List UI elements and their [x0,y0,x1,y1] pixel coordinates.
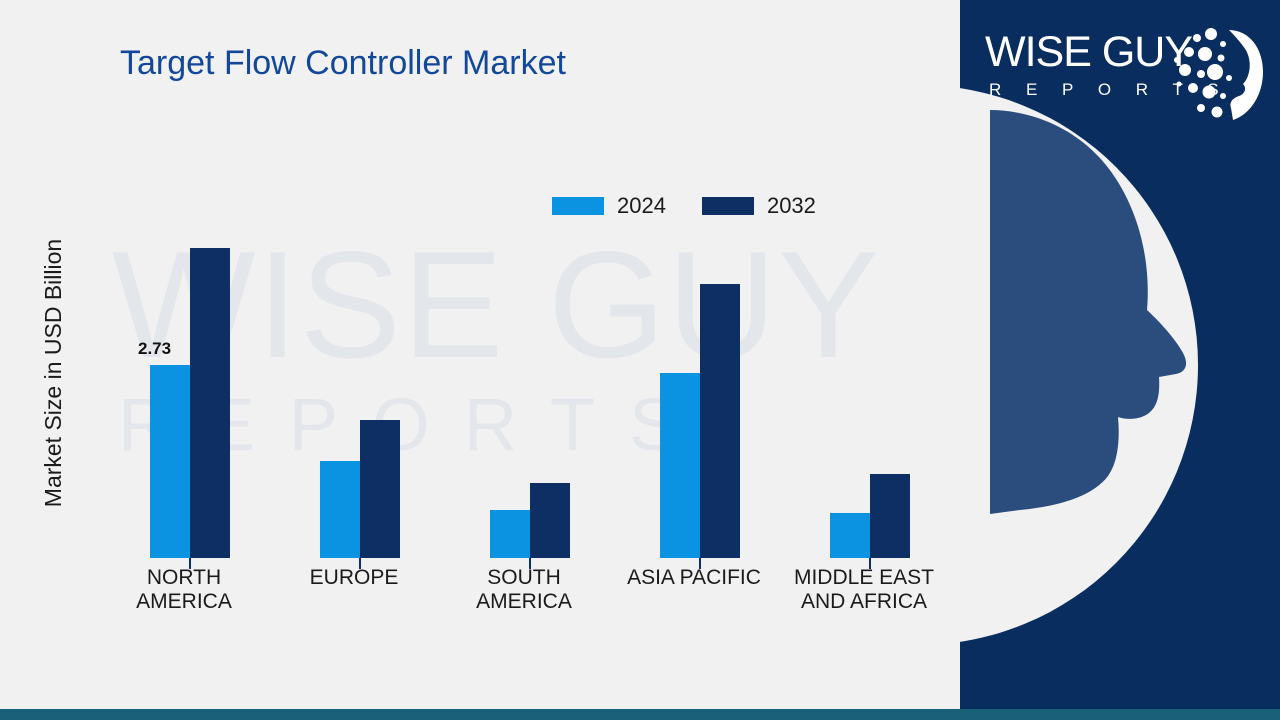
chart-title: Target Flow Controller Market [120,44,566,82]
axis-tick [189,558,191,569]
bar-2024-asia-pacific[interactable] [660,373,700,558]
axis-tick [359,558,361,569]
brain-dots-pattern [960,120,1055,510]
bar-2032-middle-east-and-africa[interactable] [870,474,910,558]
face-profile-silhouette [990,110,1187,514]
brand-logo: WISE GUY R E P O R T S [985,28,1270,120]
bar-2024-europe[interactable] [320,461,360,558]
legend-swatch-2024 [552,197,604,215]
bar-2032-south-america[interactable] [530,483,570,558]
x-axis-label-south-america: SOUTH AMERICA [476,566,572,613]
bar-2024-south-america[interactable] [490,510,530,558]
legend-label-2024: 2024 [617,193,666,218]
legend-item-2024[interactable]: 2024 [552,193,666,219]
axis-tick [699,558,701,569]
bar-2024-north-america[interactable]: 2.73 [138,339,190,558]
brand-panel [960,0,1280,720]
axis-tick [869,558,871,569]
bar-2032-asia-pacific[interactable] [700,284,740,558]
bottom-accent-strip [0,709,1280,720]
plot-area: 2.73 [110,150,940,569]
bar-2024-middle-east-and-africa[interactable] [830,513,870,558]
legend-item-2032[interactable]: 2032 [701,193,816,219]
legend-swatch-2032 [701,197,754,215]
x-axis-label-europe: EUROPE [309,566,399,589]
bar-2032-north-america[interactable] [190,248,230,558]
y-axis-title: Market Size in USD Billion [40,238,66,508]
x-axis-label-middle-east-and-africa: MIDDLE EAST AND AFRICA [793,566,935,613]
bar-value-label: 2.73 [138,339,172,358]
bar-2032-europe[interactable] [360,420,400,558]
legend-label-2032: 2032 [766,193,816,218]
x-axis-label-north-america: NORTH AMERICA [136,566,232,613]
x-axis-label-asia-pacific: ASIA PACIFIC [627,566,761,589]
axis-tick [529,558,531,569]
chart-legend: 2024 2032 [552,193,816,219]
logo-head-icon [1174,28,1263,120]
logo-primary-text: WISE GUY [985,28,1193,76]
logo-secondary-text: R E P O R T S [989,80,1229,99]
watermark-wise-guy: WISE GUY [112,220,881,390]
